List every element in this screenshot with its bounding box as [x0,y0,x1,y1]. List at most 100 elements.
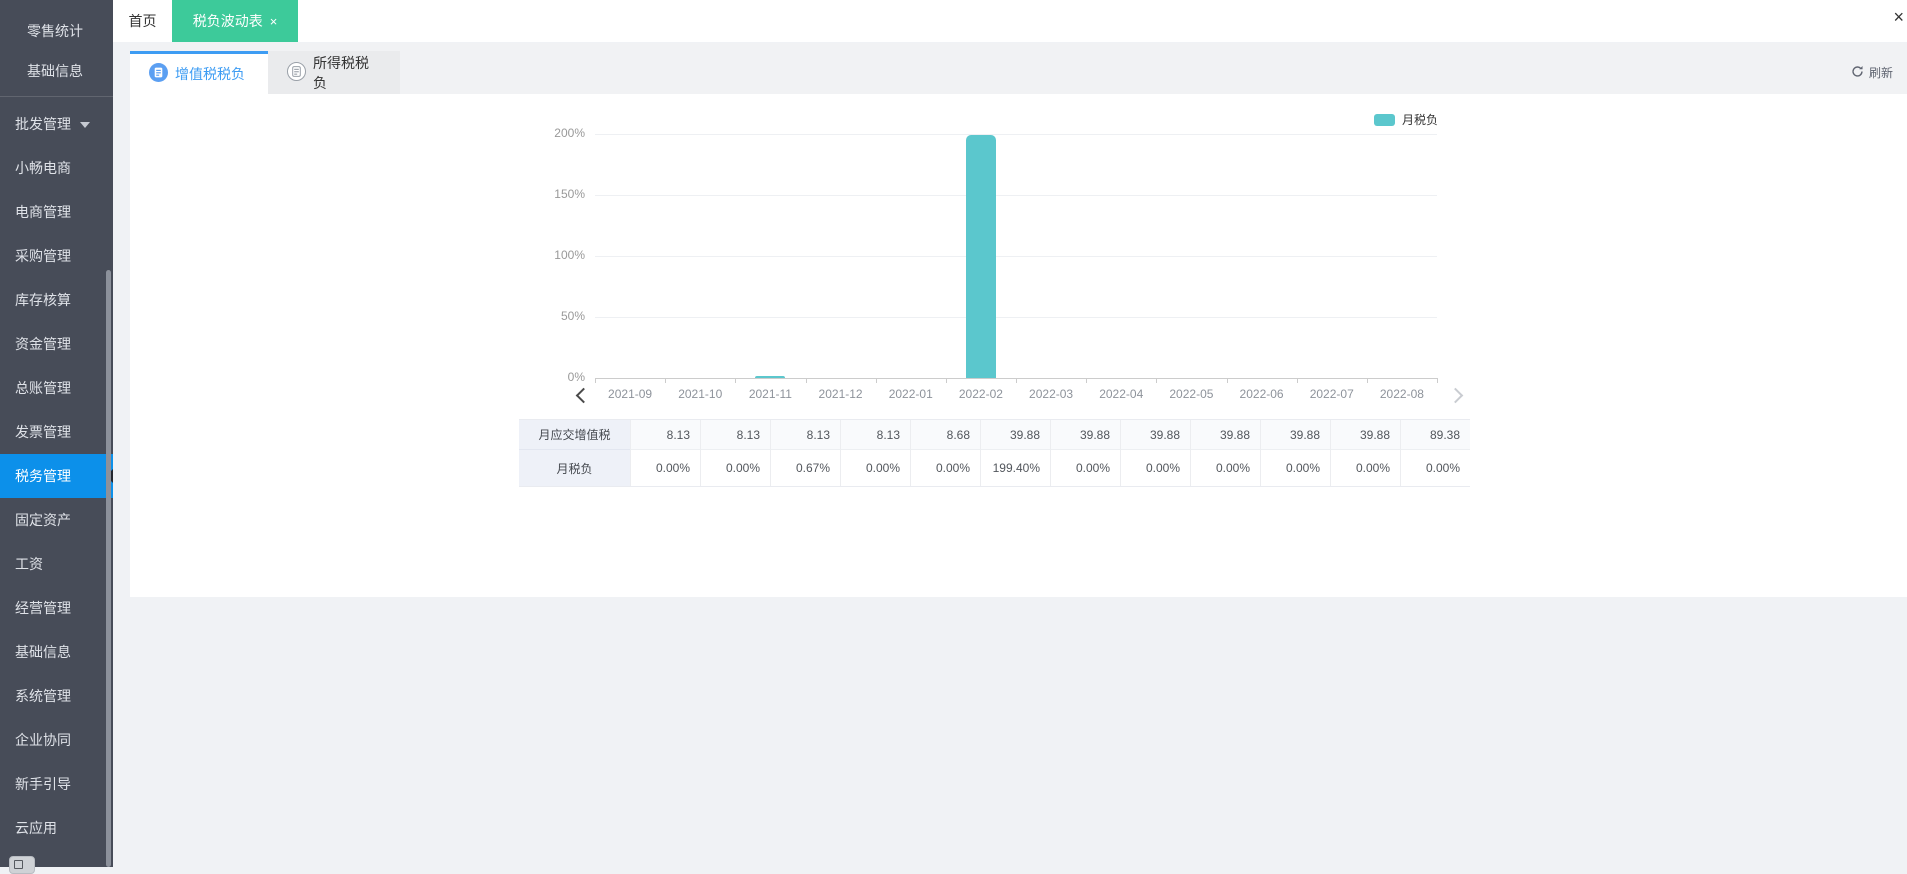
sidebar-item[interactable]: 采购管理 [0,234,113,278]
sidebar-item[interactable]: 企业协同 [0,718,113,762]
table-cell: 8.13 [700,420,770,450]
table-cell: 0.00% [1400,450,1470,486]
legend-swatch [1374,113,1395,126]
x-axis-tick [665,378,667,383]
tab-vat-tax-burden[interactable]: 增值税税负 [130,51,268,94]
sidebar-item[interactable]: 新手引导 [0,762,113,806]
gridline [595,134,1437,135]
top-tab-bar: 首页 税负波动表 × × [113,0,1907,42]
table-cell: 0.00% [1190,450,1260,486]
x-axis-label: 2021-09 [608,387,653,401]
x-axis-tick [1437,378,1438,383]
x-axis-label: 2021-12 [818,387,863,401]
sidebar-item-label: 总账管理 [15,380,71,396]
tax-table: 月应交增值税 8.13 8.13 8.13 8.13 8.68 39.88 39.88 39.8… [519,419,1470,487]
content-panel [130,94,1907,597]
table-cell: 0.00% [1120,450,1190,486]
sidebar-item-label: 基础信息 [15,644,71,660]
table-cell: 8.13 [840,420,910,450]
x-axis-label: 2022-08 [1379,387,1424,401]
table-cell: 39.88 [1050,420,1120,450]
sidebar-item[interactable]: 基础信息 [27,63,83,79]
tab-label: 税负波动表 [192,13,263,29]
x-axis-tick [1086,378,1088,383]
legend-label: 月税负 [1402,113,1439,127]
sidebar-item[interactable]: 系统管理 [0,674,113,718]
sidebar-item[interactable]: 零售统计 [27,23,83,39]
table-row-label: 月税负 [519,450,630,486]
table-cell: 39.88 [980,420,1050,450]
sidebar-item-label: 电商管理 [15,204,71,220]
table-cell: 8.68 [910,420,980,450]
chart-plot: 0% 50% 100% 150% 200% 2021-09 2021-10 2021-11 20… [554,126,1438,401]
x-axis-label: 2022-01 [888,387,933,401]
gridline [595,317,1437,318]
sidebar-item[interactable]: 资金管理 [0,322,113,366]
x-axis-tick [735,378,737,383]
x-axis-label: 2022-05 [1169,387,1214,401]
x-axis-label: 2022-07 [1309,387,1354,401]
sidebar-item-label: 经营管理 [15,600,71,616]
sidebar-collapse-button[interactable] [9,856,35,874]
tab-income-tax-burden[interactable]: 所得税税负 [268,51,400,94]
bar[interactable] [755,376,786,378]
refresh-button[interactable]: 刷新 [1851,64,1893,81]
sidebar-item-label: 新手引导 [15,776,71,792]
refresh-label: 刷新 [1868,66,1893,80]
sidebar-item-label: 资金管理 [15,336,71,352]
sidebar-item[interactable]: 云应用 [0,806,113,850]
x-axis-tick [1016,378,1017,383]
sidebar-item[interactable]: 总账管理 [0,366,113,410]
bar[interactable] [965,134,996,378]
window-close-icon[interactable]: × [1893,7,1904,27]
tab-close-icon[interactable]: × [269,14,278,29]
sidebar-item[interactable]: 固定资产 [0,498,113,542]
sidebar-item[interactable]: 税务管理 [0,454,113,498]
table-cell: 0.00% [1260,450,1330,486]
chevron-down-icon [80,122,90,129]
sidebar-item[interactable]: 发票管理 [0,410,113,454]
table-cell: 0.00% [630,450,700,486]
sidebar-item-label: 税务管理 [15,468,71,484]
sidebar-item[interactable]: 基础信息 [0,630,113,674]
x-axis-label: 2022-04 [1099,387,1144,401]
vat-invoice-icon [149,63,168,85]
sidebar-item[interactable]: 电商管理 [0,190,113,234]
sidebar-item[interactable]: 经营管理 [0,586,113,630]
table-cell: 39.88 [1120,420,1190,450]
y-axis-label: 200% [554,126,585,140]
sidebar-item[interactable]: 库存核算 [0,278,113,322]
x-axis-tick [1366,378,1368,383]
sidebar: 零售统计 基础信息 批发管理 小畅电商 电商管理 采购管理 库存核算 资金管理 总账管理 发票管理… [0,0,113,874]
sidebar-item-label: 工资 [15,556,43,572]
x-axis-label: 2021-10 [678,387,723,401]
sidebar-item[interactable]: 小畅电商 [0,146,113,190]
x-axis-tick [945,378,947,383]
table-cell: 8.13 [630,420,700,450]
income-tax-invoice-icon [287,61,306,84]
x-axis-tick [1226,378,1228,383]
sidebar-item[interactable]: 批发管理 [0,102,113,146]
x-axis-tick [1296,378,1298,383]
table-cell: 39.88 [1260,420,1330,450]
sidebar-item-label: 库存核算 [15,292,71,308]
table-row-label: 月应交增值税 [519,420,630,450]
chart-legend[interactable]: 月税负 [1374,111,1438,128]
x-axis-label: 2022-06 [1239,387,1284,401]
table-cell: 89.38 [1400,420,1470,450]
sidebar-scrollbar[interactable] [106,270,111,867]
x-axis-tick [875,378,877,383]
x-axis-tick [805,378,807,383]
table-cell: 8.13 [770,420,840,450]
sidebar-item-label: 企业协同 [15,732,71,748]
tab-tax-fluctuation[interactable]: 税负波动表 × [172,0,298,42]
sidebar-item-label: 固定资产 [15,512,71,528]
sidebar-item[interactable]: 工资 [0,542,113,586]
table-cell: 39.88 [1190,420,1260,450]
table-cell: 0.00% [1330,450,1400,486]
refresh-icon [1851,65,1864,81]
sidebar-item-label: 云应用 [15,820,57,836]
y-axis-label: 100% [554,248,585,262]
sidebar-divider [0,96,113,97]
tab-home[interactable]: 首页 [128,13,157,29]
